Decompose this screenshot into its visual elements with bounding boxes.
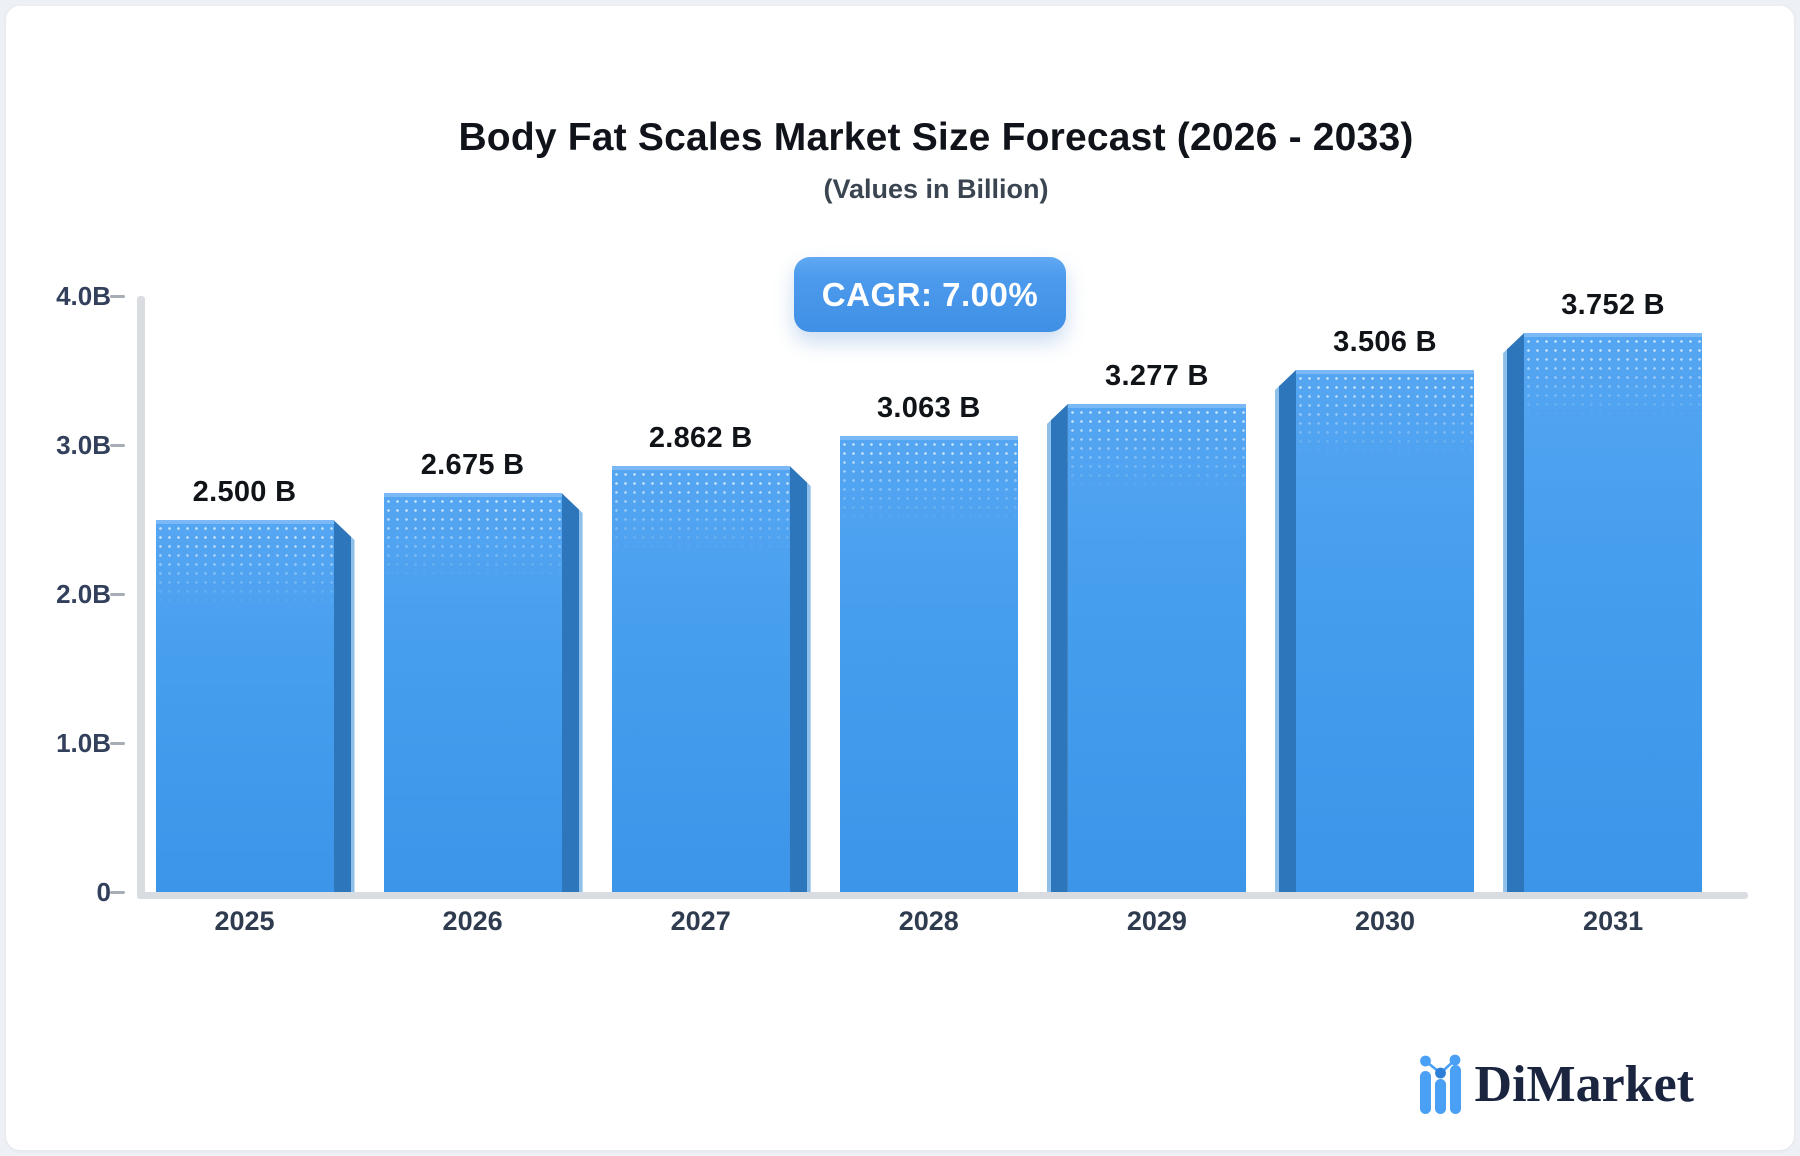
bar-texture xyxy=(1067,408,1246,490)
bar-2029 xyxy=(1067,404,1246,892)
x-axis-label: 2025 xyxy=(214,906,275,936)
x-axis-label: 2031 xyxy=(1583,906,1644,936)
bar-texture xyxy=(383,497,562,579)
chart-subtitle: (Values in Billion) xyxy=(823,174,1049,204)
logo-text: DiMarket xyxy=(1474,1056,1694,1113)
y-axis-label: 4.0B xyxy=(56,281,111,311)
x-axis-line xyxy=(137,892,1748,899)
bar-value-label: 3.752 B xyxy=(1561,289,1665,321)
y-axis-tick xyxy=(110,891,125,894)
x-axis-label: 2029 xyxy=(1126,906,1187,936)
y-axis-line xyxy=(137,296,145,899)
bar-value-label: 2.862 B xyxy=(648,422,753,454)
y-axis-label: 1.0B xyxy=(56,728,111,758)
bar-value-label: 3.063 B xyxy=(876,392,981,424)
y-axis-tick xyxy=(110,444,125,447)
bar-side-3d xyxy=(333,520,355,892)
bar-side-3d xyxy=(1275,370,1296,892)
x-axis-label: 2028 xyxy=(898,906,959,936)
bar-value-label: 3.506 B xyxy=(1333,326,1437,358)
bar-texture xyxy=(1524,337,1703,419)
bar-2030 xyxy=(1296,370,1474,892)
bar-value-label: 2.500 B xyxy=(192,476,297,508)
bar-side-3d xyxy=(789,466,811,892)
bar-2031 xyxy=(1524,333,1703,892)
chart-stage: Body Fat Scales Market Size Forecast (20… xyxy=(6,6,1794,1150)
y-axis-label: 0 xyxy=(96,877,111,907)
bar-texture xyxy=(155,524,334,606)
y-axis-tick xyxy=(110,295,125,298)
cagr-badge: CAGR: 7.00% xyxy=(794,257,1066,332)
logo-bars-icon xyxy=(1419,1054,1461,1114)
x-axis-label: 2030 xyxy=(1354,906,1416,936)
bar-2028 xyxy=(839,436,1018,892)
bar-value-label: 2.675 B xyxy=(420,449,525,481)
y-axis-label: 3.0B xyxy=(56,430,111,460)
bar-texture xyxy=(1296,374,1474,456)
x-axis-label: 2027 xyxy=(670,906,731,936)
y-axis-label: 2.0B xyxy=(56,579,111,609)
y-axis-tick xyxy=(110,742,125,745)
bar-texture xyxy=(611,470,790,552)
bar-2025 xyxy=(155,520,334,892)
chart-title: Body Fat Scales Market Size Forecast (20… xyxy=(458,116,1414,159)
bar-value-label: 3.277 B xyxy=(1105,360,1209,392)
bar-side-3d xyxy=(561,493,583,892)
bar-texture xyxy=(839,440,1018,522)
x-axis-label: 2026 xyxy=(442,906,503,936)
logo: DiMarket xyxy=(1419,1054,1694,1114)
bar-side-3d xyxy=(1503,333,1525,892)
bar-2027 xyxy=(611,466,790,892)
bar-2026 xyxy=(383,493,562,892)
chart-card: Body Fat Scales Market Size Forecast (20… xyxy=(6,6,1794,1150)
y-axis-tick xyxy=(110,593,125,596)
bar-side-3d xyxy=(1046,404,1068,892)
